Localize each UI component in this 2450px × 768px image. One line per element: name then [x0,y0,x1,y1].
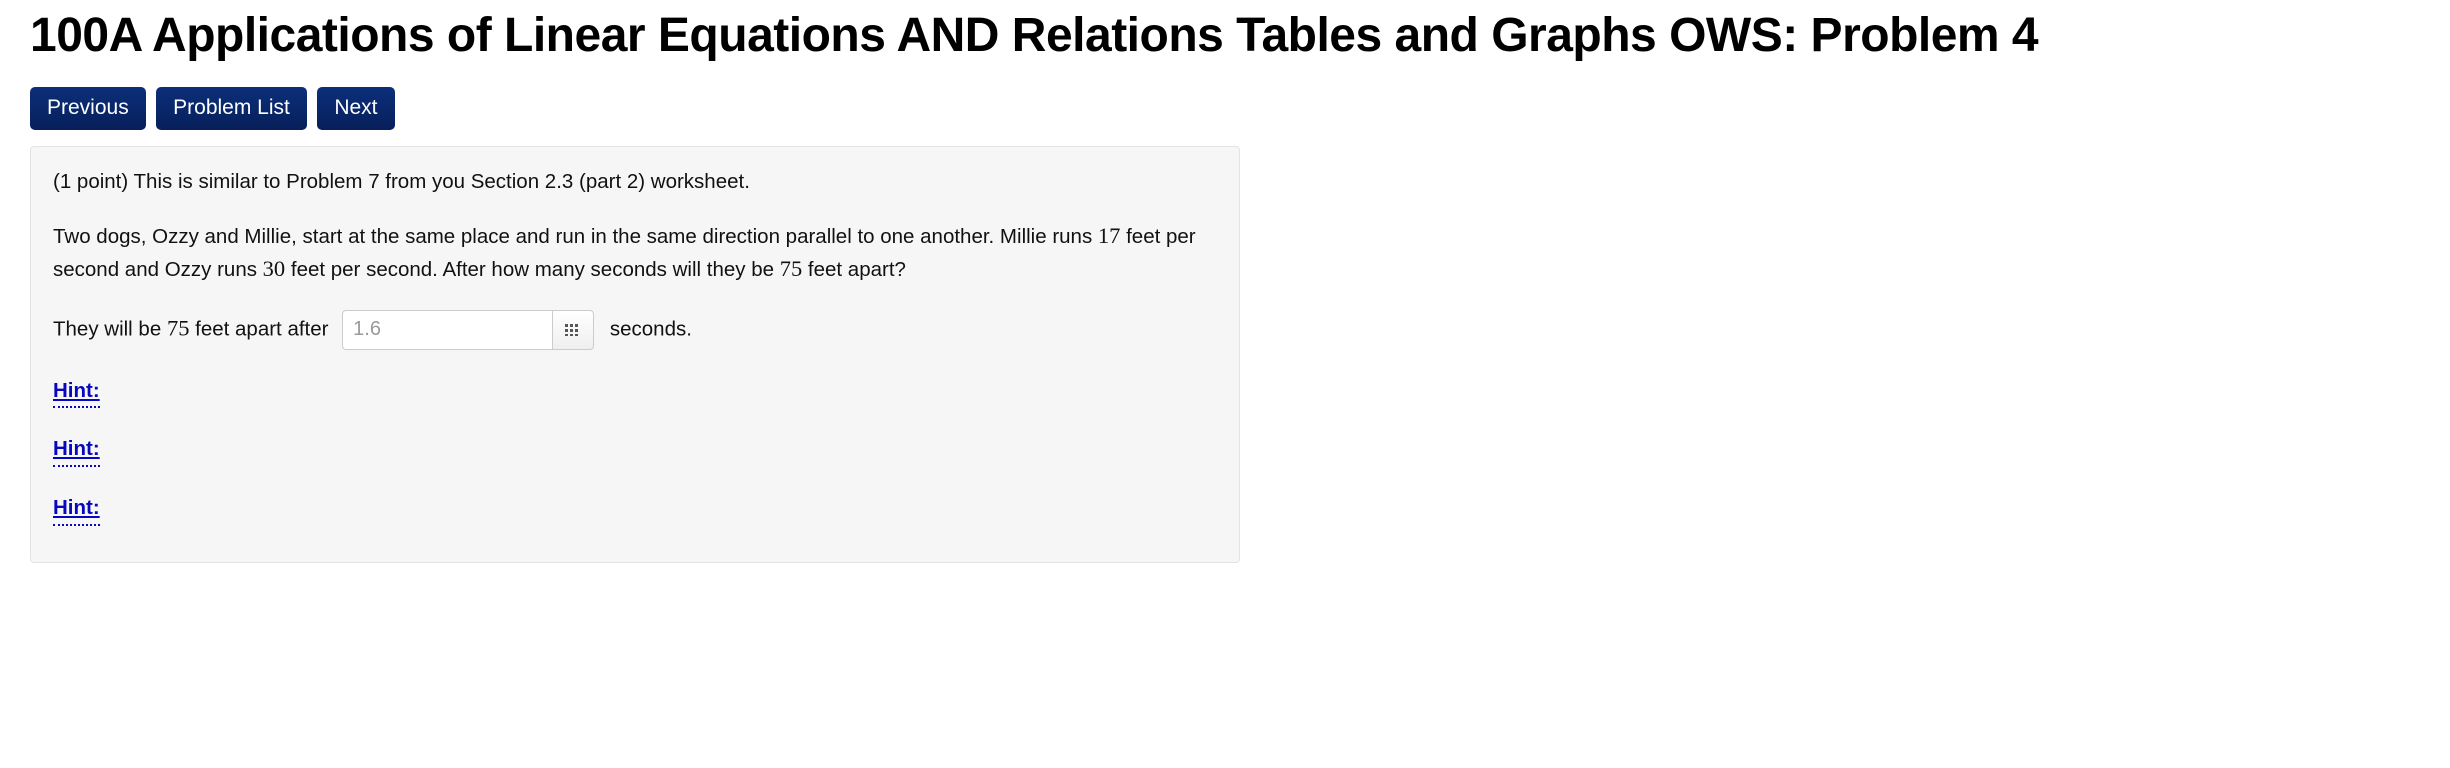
problem-intro: (1 point) This is similar to Problem 7 f… [53,167,1217,197]
body-pre: Two dogs, Ozzy and Millie, start at the … [53,225,1098,248]
hint-link-2[interactable]: Hint: [53,434,100,467]
millie-speed: 17 [1098,223,1121,248]
answer-pre: They will be [53,317,167,340]
previous-button[interactable]: Previous [30,87,146,130]
hint-link-1[interactable]: Hint: [53,376,100,409]
body-post: feet apart? [802,258,906,281]
problem-list-button[interactable]: Problem List [156,87,307,130]
answer-row: They will be 75 feet apart after seconds… [53,310,1217,350]
answer-post: seconds. [610,317,692,340]
next-button[interactable]: Next [317,87,394,130]
answer-input[interactable] [342,310,552,350]
ozzy-speed: 30 [263,256,286,281]
answer-input-group [342,310,594,350]
nav-row: Previous Problem List Next [30,87,2420,130]
answer-mid: feet apart after [189,317,328,340]
keypad-button[interactable] [552,310,594,350]
distance: 75 [780,256,803,281]
page-title: 100A Applications of Linear Equations AN… [30,8,2420,65]
problem-box: (1 point) This is similar to Problem 7 f… [30,146,1240,563]
problem-body: Two dogs, Ozzy and Millie, start at the … [53,220,1217,285]
body-mid2: feet per second. After how many seconds … [285,258,780,281]
answer-distance: 75 [167,315,190,340]
keypad-icon [565,324,581,336]
hint-link-3[interactable]: Hint: [53,493,100,526]
